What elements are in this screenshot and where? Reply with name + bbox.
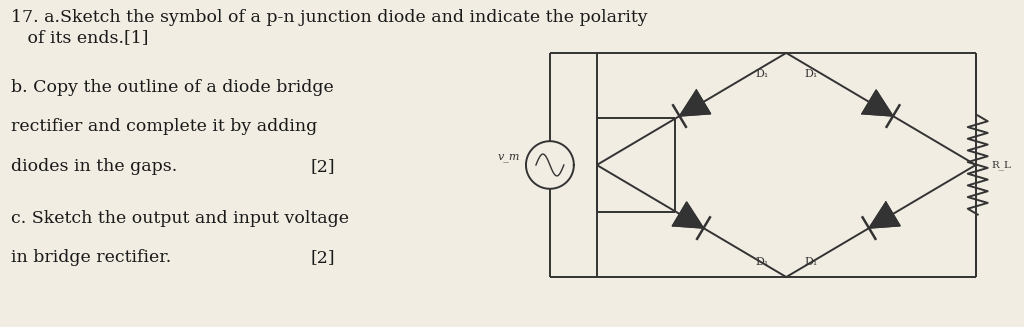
Text: 17. a.Sketch the symbol of a p-n junction diode and indicate the polarity: 17. a.Sketch the symbol of a p-n junctio… xyxy=(11,9,648,26)
Text: D₁: D₁ xyxy=(755,257,768,267)
Text: v_m: v_m xyxy=(498,152,520,162)
Text: D₁: D₁ xyxy=(755,69,768,79)
Text: D₁: D₁ xyxy=(804,69,817,79)
Text: [2]: [2] xyxy=(310,249,335,266)
Text: rectifier and complete it by adding: rectifier and complete it by adding xyxy=(11,118,317,135)
Text: [2]: [2] xyxy=(310,158,335,175)
Polygon shape xyxy=(673,202,703,228)
Text: b. Copy the outline of a diode bridge: b. Copy the outline of a diode bridge xyxy=(11,79,334,96)
Polygon shape xyxy=(680,90,711,116)
Text: diodes in the gaps.: diodes in the gaps. xyxy=(11,158,177,175)
Text: c. Sketch the output and input voltage: c. Sketch the output and input voltage xyxy=(11,210,349,227)
Text: in bridge rectifier.: in bridge rectifier. xyxy=(11,249,172,266)
Polygon shape xyxy=(862,90,893,116)
Text: R_L: R_L xyxy=(991,160,1012,170)
Polygon shape xyxy=(869,202,900,228)
Text: D₁: D₁ xyxy=(804,257,817,267)
Text: of its ends.[1]: of its ends.[1] xyxy=(11,29,148,46)
